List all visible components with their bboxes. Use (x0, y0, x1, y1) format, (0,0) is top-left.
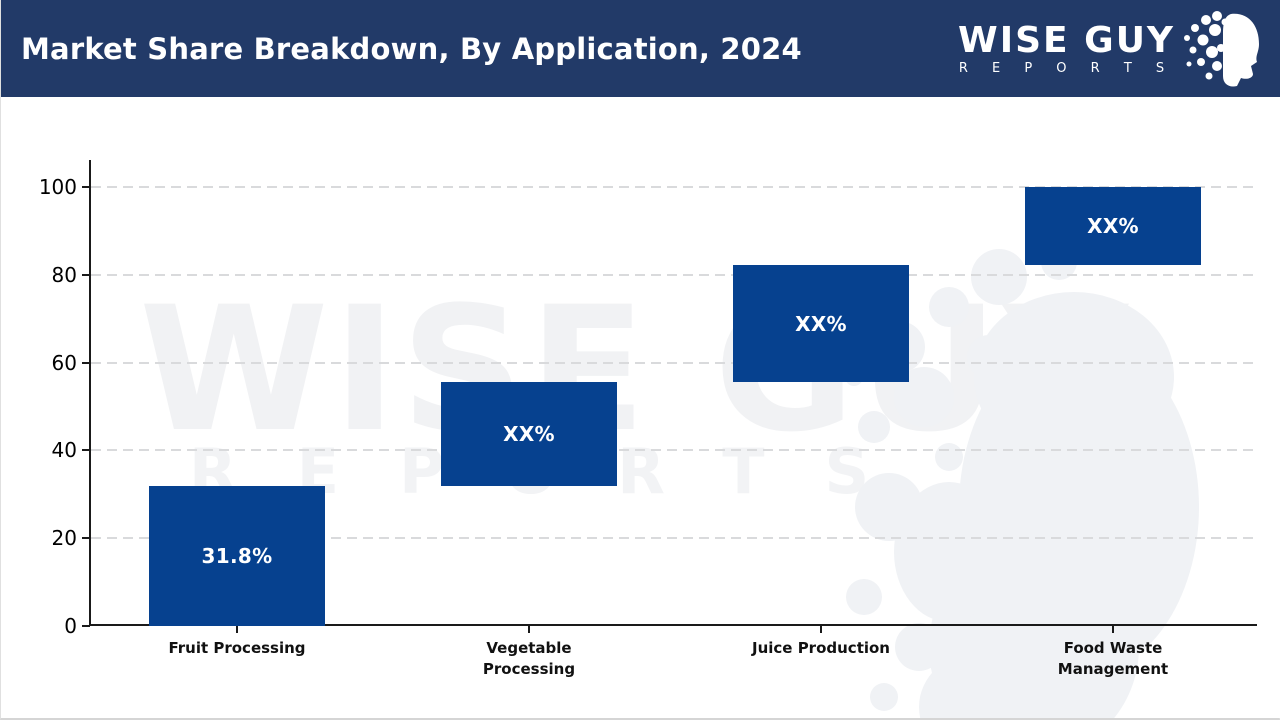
x-category-label: Fruit Processing (168, 639, 306, 657)
bar: XX% (1025, 187, 1201, 265)
gridline (91, 186, 1257, 188)
y-tick-mark (82, 625, 90, 627)
gridline (91, 537, 1257, 540)
bar: XX% (441, 382, 617, 487)
gridline (91, 449, 1257, 452)
x-tick-mark (1112, 626, 1114, 633)
y-tick-label: 100 (38, 175, 77, 199)
bar-value-label: 31.8% (201, 544, 273, 569)
y-tick-mark (82, 537, 90, 540)
wise-guy-logo: WISE GUY R E P O R T S (958, 8, 1263, 90)
x-category-label: Food Waste Management (1057, 639, 1169, 678)
logo-face-icon (1184, 11, 1259, 87)
bar: XX% (733, 264, 909, 383)
x-tick-mark (820, 626, 822, 633)
x-tick-mark (528, 626, 530, 633)
y-tick-label: 0 (64, 614, 77, 638)
gridline (91, 361, 1257, 364)
x-category-label: Vegetable Processing (482, 639, 576, 678)
y-tick-mark (82, 186, 90, 188)
logo-text: WISE GUY R E P O R T S (957, 19, 1175, 77)
logo-subtitle: R E P O R T S (958, 61, 1175, 77)
plot-area: 0 20 40 60 80 100 31.8% Fruit Processing XX% Vege… (39, 160, 1257, 678)
y-tick-label: 40 (51, 438, 77, 463)
bar: 31.8% (149, 486, 325, 626)
logo-wordmark: WISE GUY (957, 19, 1175, 61)
gridline (91, 273, 1257, 276)
x-category-label: Juice Production (752, 639, 890, 657)
page-title: Market Share Breakdown, By Application, … (21, 31, 802, 66)
y-tick-mark (82, 273, 90, 276)
bar-value-label: XX% (1087, 213, 1139, 238)
y-tick-mark (82, 449, 90, 452)
bar-value-label: XX% (795, 311, 847, 336)
y-tick-label: 20 (51, 526, 77, 551)
y-tick-label: 60 (51, 350, 77, 375)
y-tick-mark (82, 361, 90, 364)
bar-value-label: XX% (503, 422, 555, 447)
y-tick-label: 80 (51, 262, 77, 287)
x-tick-mark (236, 626, 238, 633)
header: Market Share Breakdown, By Application, … (1, 0, 1280, 97)
